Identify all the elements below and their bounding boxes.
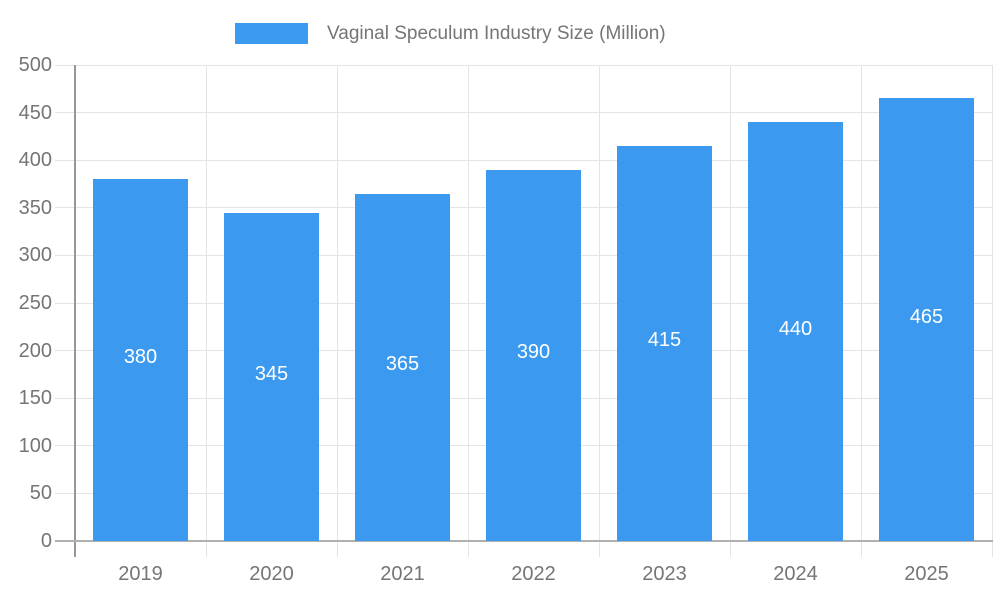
x-axis-label: 2025 bbox=[904, 563, 949, 585]
x-axis-label: 2022 bbox=[511, 563, 556, 585]
y-axis-label: 450 bbox=[18, 101, 52, 124]
x-axis-label: 2019 bbox=[118, 563, 163, 585]
bar-value-label: 365 bbox=[385, 353, 420, 376]
x-axis-label: 2023 bbox=[642, 563, 687, 585]
y-axis-label: 250 bbox=[18, 292, 52, 314]
bar bbox=[617, 145, 712, 541]
bar-value-label: 345 bbox=[254, 362, 289, 385]
y-axis-label: 150 bbox=[18, 387, 52, 410]
x-gridline bbox=[336, 65, 338, 557]
y-gridline bbox=[55, 64, 992, 66]
x-gridline bbox=[860, 65, 862, 557]
bar bbox=[224, 212, 319, 541]
x-axis-line bbox=[55, 540, 993, 542]
y-axis-label: 200 bbox=[18, 339, 52, 362]
y-axis-line bbox=[74, 65, 76, 557]
y-axis-label: 500 bbox=[18, 54, 52, 76]
bar-value-label: 380 bbox=[123, 346, 158, 369]
x-gridline bbox=[991, 65, 993, 557]
bar bbox=[486, 169, 581, 541]
x-gridline bbox=[729, 65, 731, 557]
y-axis-label: 300 bbox=[18, 244, 52, 267]
bar bbox=[748, 122, 843, 541]
x-gridline bbox=[205, 65, 207, 557]
bar-value-label: 465 bbox=[909, 305, 944, 328]
y-gridline bbox=[55, 159, 992, 161]
x-axis-label: 2020 bbox=[249, 563, 294, 585]
y-axis-label: 100 bbox=[18, 434, 52, 457]
y-axis-label: 50 bbox=[29, 482, 52, 505]
y-axis-label: 350 bbox=[18, 196, 52, 219]
bar bbox=[355, 193, 450, 541]
bar bbox=[879, 98, 974, 541]
y-axis-label: 400 bbox=[18, 149, 52, 172]
bar-value-label: 415 bbox=[647, 329, 682, 352]
legend-swatch bbox=[235, 23, 308, 44]
y-gridline bbox=[55, 112, 992, 114]
x-axis-label: 2024 bbox=[773, 563, 818, 585]
x-axis-label: 2021 bbox=[380, 563, 425, 585]
legend-item[interactable]: Vaginal Speculum Industry Size (Million) bbox=[235, 23, 666, 44]
bar bbox=[93, 179, 188, 541]
x-gridline bbox=[467, 65, 469, 557]
bar-value-label: 390 bbox=[516, 341, 551, 364]
bar-value-label: 440 bbox=[778, 317, 813, 340]
legend-label: Vaginal Speculum Industry Size (Million) bbox=[327, 23, 666, 44]
x-gridline bbox=[598, 65, 600, 557]
y-axis-label: 0 bbox=[40, 530, 52, 552]
